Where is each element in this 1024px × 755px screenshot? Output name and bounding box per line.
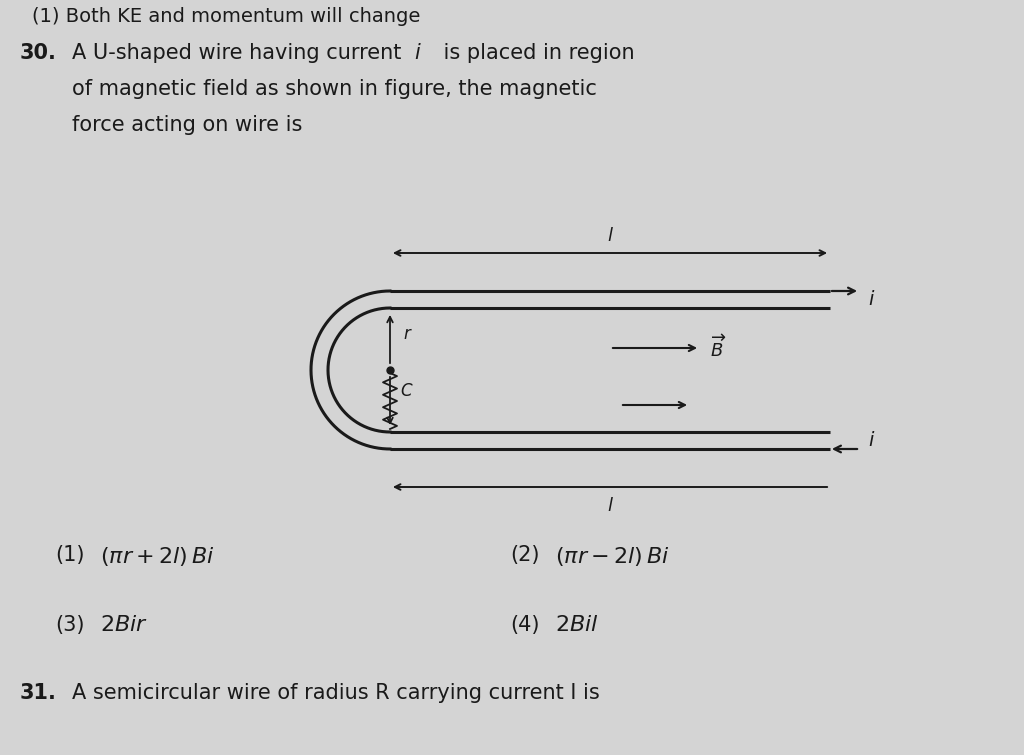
Text: of magnetic field as shown in figure, the magnetic: of magnetic field as shown in figure, th… bbox=[72, 79, 597, 99]
Text: A U-shaped wire having current         is placed in region: A U-shaped wire having current is placed… bbox=[72, 43, 635, 63]
Text: (3): (3) bbox=[55, 615, 85, 635]
Text: $l$: $l$ bbox=[606, 227, 613, 245]
Text: (1) Both KE and momentum will change: (1) Both KE and momentum will change bbox=[32, 7, 421, 26]
Text: A semicircular wire of radius R carrying current I is: A semicircular wire of radius R carrying… bbox=[72, 683, 600, 703]
Text: $r$: $r$ bbox=[403, 325, 413, 343]
Text: (2): (2) bbox=[510, 545, 540, 565]
Text: (4): (4) bbox=[510, 615, 540, 635]
Text: 31.: 31. bbox=[20, 683, 57, 703]
Text: force acting on wire is: force acting on wire is bbox=[72, 115, 302, 135]
Text: $2Bir$: $2Bir$ bbox=[100, 615, 147, 635]
Text: i: i bbox=[414, 43, 420, 63]
Text: $\overrightarrow{B}$: $\overrightarrow{B}$ bbox=[710, 334, 726, 362]
Text: $i$: $i$ bbox=[868, 431, 876, 450]
Text: 30.: 30. bbox=[20, 43, 57, 63]
Text: $i$: $i$ bbox=[868, 290, 876, 309]
Text: $l$: $l$ bbox=[606, 497, 613, 515]
Text: $C$: $C$ bbox=[400, 382, 414, 400]
Text: (1): (1) bbox=[55, 545, 85, 565]
Text: $2Bil$: $2Bil$ bbox=[555, 615, 599, 635]
Text: $(\pi r-2l)\,Bi$: $(\pi r-2l)\,Bi$ bbox=[555, 545, 670, 568]
Text: $(\pi r+2l)\,Bi$: $(\pi r+2l)\,Bi$ bbox=[100, 545, 214, 568]
